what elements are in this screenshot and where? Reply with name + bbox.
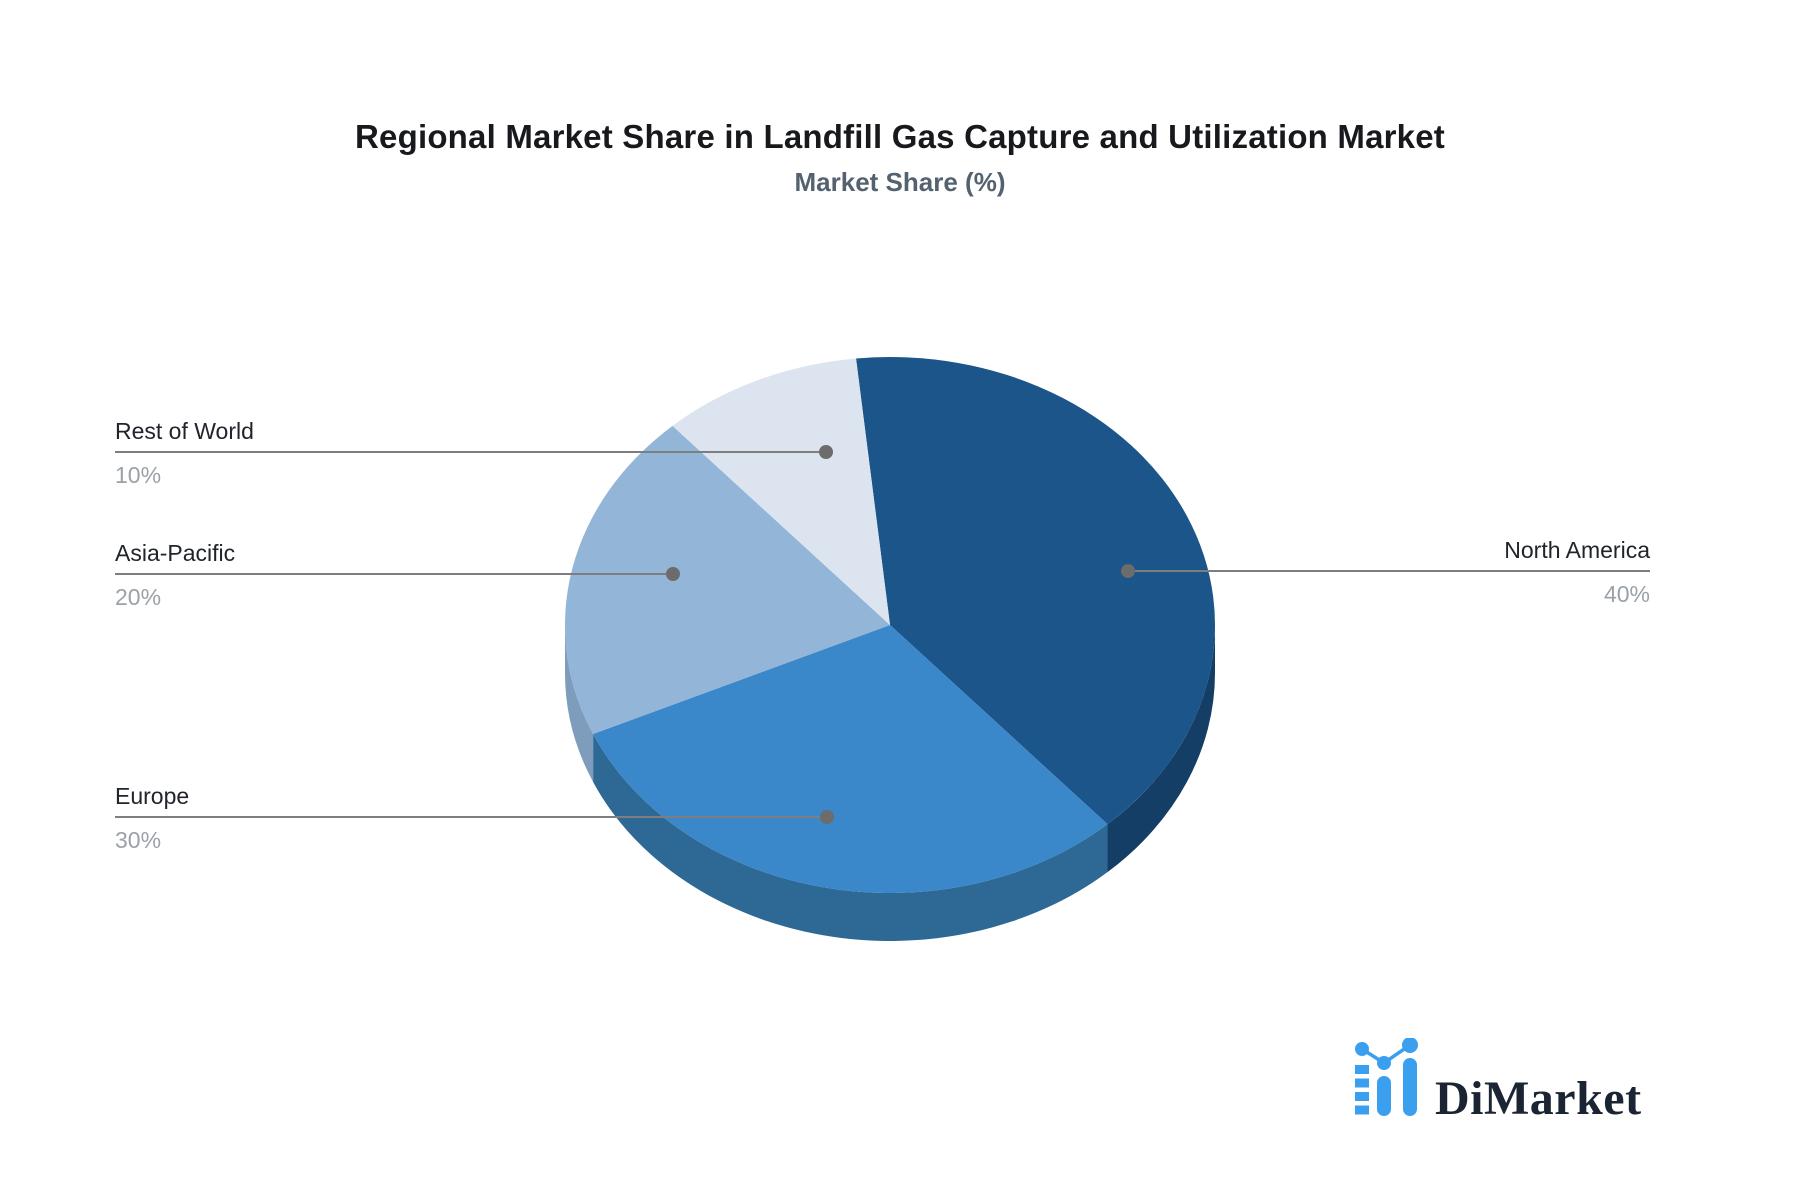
- leader-dot-asia-pacific: [666, 567, 680, 581]
- dimarket-logo: DiMarket: [1352, 1038, 1642, 1126]
- pie-rim-north-america: [1107, 625, 1215, 873]
- leader-dot-europe: [820, 810, 834, 824]
- pie-rim-europe: [593, 734, 1108, 942]
- bar-chart-logo-icon: [1355, 1038, 1418, 1116]
- chart-title: Regional Market Share in Landfill Gas Ca…: [355, 118, 1445, 155]
- pie-slice-europe: [593, 625, 1108, 893]
- pie-slice-north-america: [856, 357, 1215, 825]
- pie-slice-asia-pacific: [565, 425, 890, 735]
- slice-name: Europe: [115, 783, 190, 809]
- leader-dot-north-america: [1121, 564, 1135, 578]
- slice-percent: 30%: [115, 827, 162, 853]
- slice-percent: 10%: [115, 462, 162, 488]
- slice-name: Rest of World: [115, 418, 254, 444]
- leader-dot-rest-of-world: [819, 445, 833, 459]
- slice-name: North America: [1504, 537, 1650, 563]
- pie-rim-asia-pacific: [565, 625, 594, 783]
- slice-percent: 20%: [115, 584, 162, 610]
- slice-name: Asia-Pacific: [115, 540, 236, 566]
- chart-subtitle: Market Share (%): [794, 167, 1006, 197]
- logo-text: DiMarket: [1435, 1072, 1642, 1126]
- slice-percent: 40%: [1603, 581, 1650, 607]
- pie-slice-rest-of-world: [672, 358, 890, 625]
